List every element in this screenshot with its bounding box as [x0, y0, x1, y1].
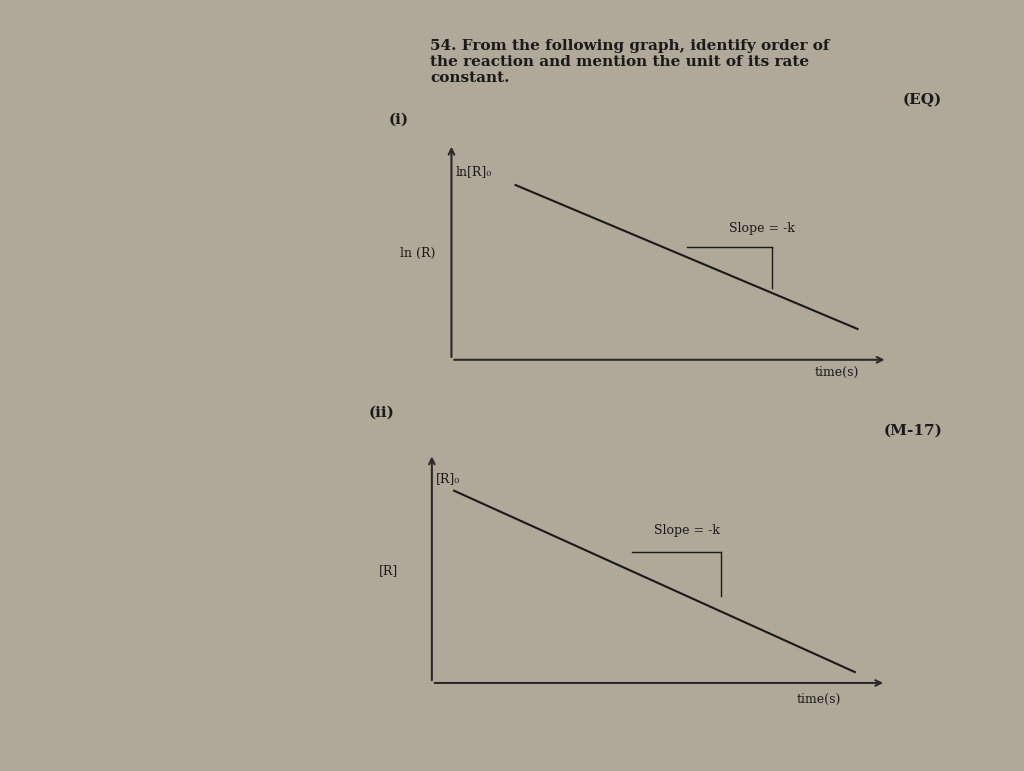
Text: ln[R]₀: ln[R]₀ [456, 165, 492, 178]
Text: 54. From the following graph, identify order of
the reaction and mention the uni: 54. From the following graph, identify o… [430, 39, 829, 85]
Text: (M-17): (M-17) [884, 424, 942, 438]
Text: (EQ): (EQ) [903, 93, 942, 106]
Text: (ii): (ii) [369, 406, 394, 419]
Text: (i): (i) [389, 113, 410, 126]
Text: ln (R): ln (R) [400, 247, 435, 260]
Text: Slope = -k: Slope = -k [654, 524, 720, 537]
Text: [R]₀: [R]₀ [436, 472, 461, 485]
Text: [R]: [R] [379, 564, 397, 577]
Text: time(s): time(s) [815, 366, 859, 379]
Text: Slope = -k: Slope = -k [729, 222, 796, 235]
Text: time(s): time(s) [797, 692, 842, 705]
